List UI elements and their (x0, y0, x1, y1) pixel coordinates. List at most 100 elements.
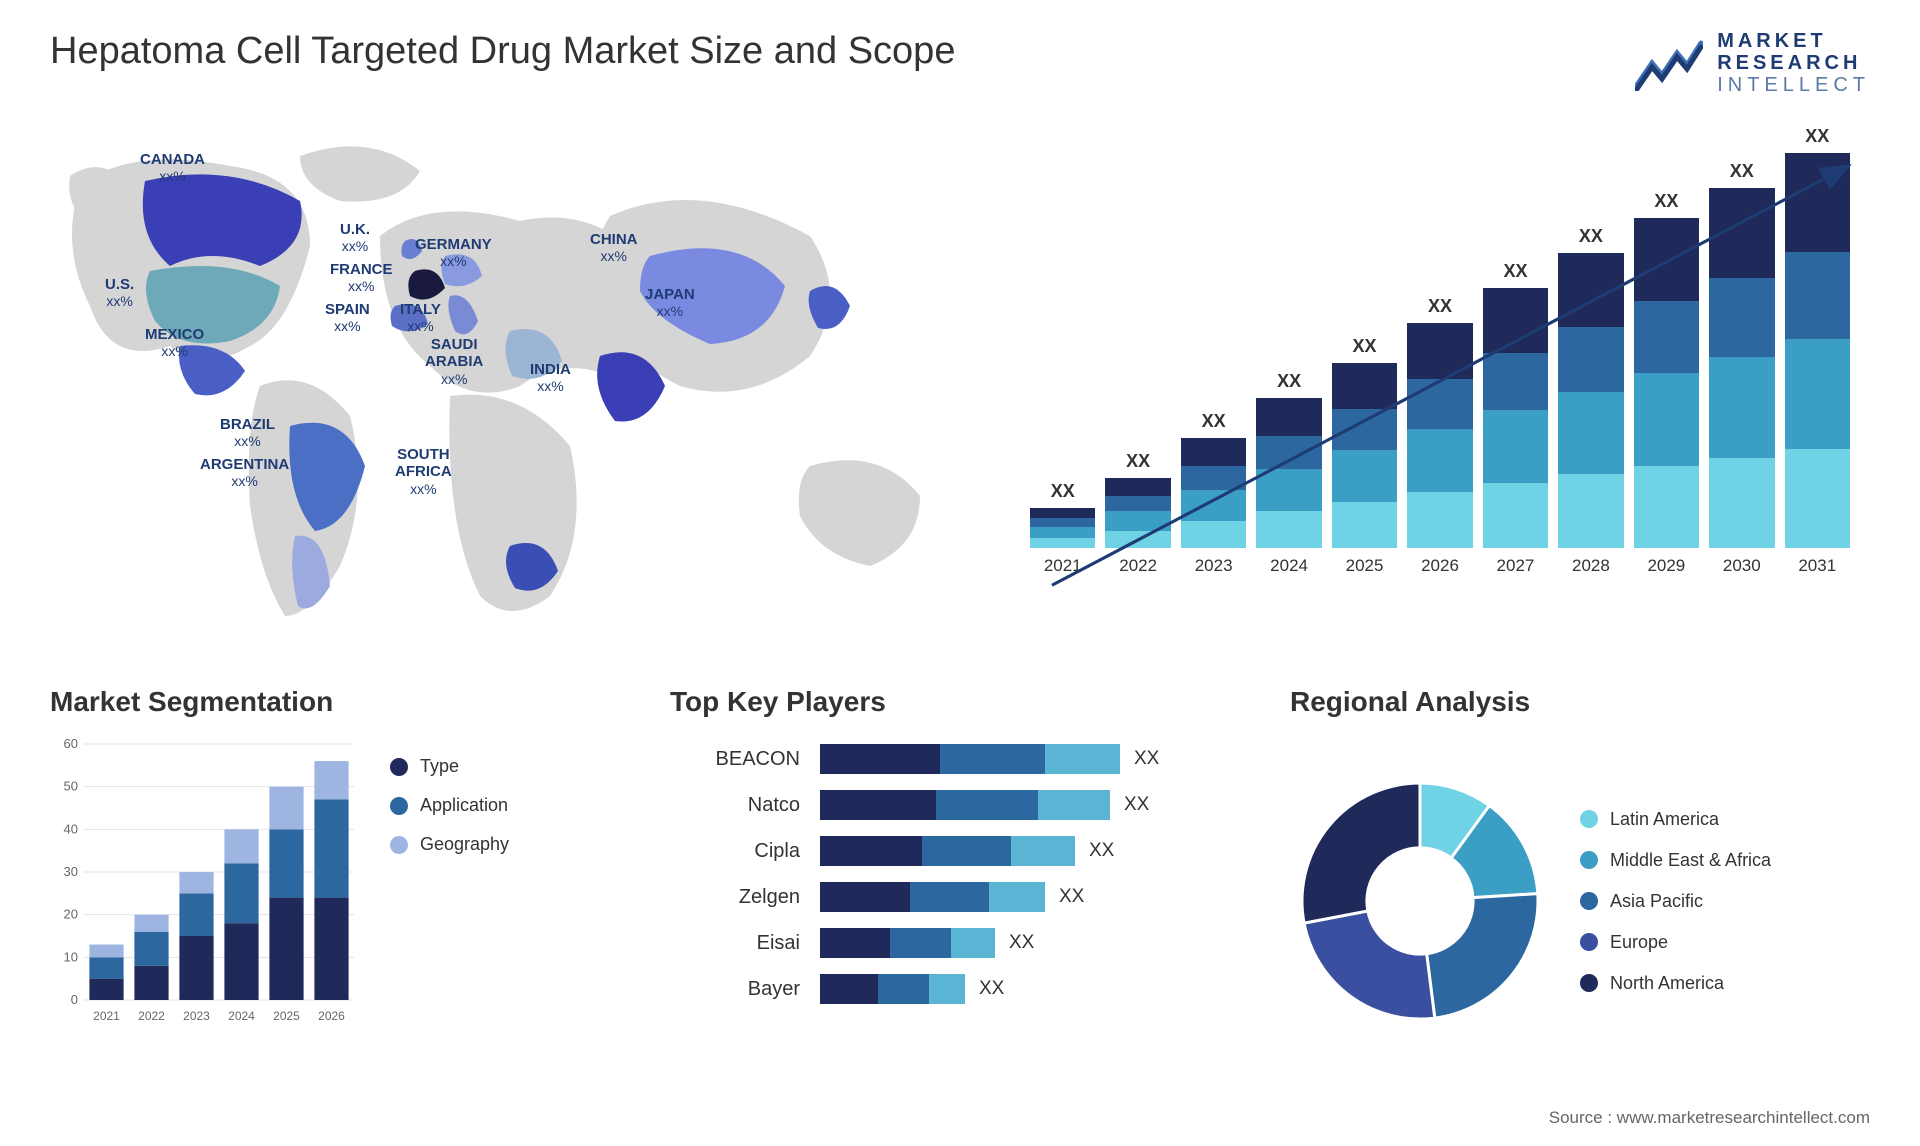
growth-bar-segment (1407, 492, 1472, 548)
map-label-argentina: ARGENTINAxx% (200, 456, 289, 491)
growth-bar-year: 2022 (1119, 556, 1157, 576)
legend-label: Type (420, 756, 459, 777)
growth-bar-segment (1558, 253, 1623, 327)
key-player-name: BEACON (670, 744, 800, 774)
segmentation-legend-item: Geography (390, 834, 509, 855)
growth-bar-stack (1407, 323, 1472, 548)
key-player-value: XX (1009, 932, 1034, 954)
growth-bar-label: XX (1654, 191, 1678, 212)
legend-label: Application (420, 795, 508, 816)
growth-bar-label: XX (1051, 481, 1075, 502)
key-player-bar-segment (922, 836, 1011, 866)
legend-label: North America (1610, 973, 1724, 994)
regional-panel: Regional Analysis Latin America Middle Ea… (1290, 686, 1870, 1066)
growth-bar-segment (1709, 458, 1774, 548)
legend-dot-icon (390, 758, 408, 776)
growth-bar-2021: XX2021 (1030, 481, 1095, 576)
map-label-spain: SPAINxx% (325, 301, 370, 336)
key-player-value: XX (1124, 794, 1149, 816)
map-label-canada: CANADAxx% (140, 151, 205, 186)
key-player-bar (820, 836, 1075, 866)
legend-dot-icon (1580, 851, 1598, 869)
svg-text:60: 60 (64, 736, 78, 751)
growth-bar-segment (1558, 327, 1623, 392)
growth-bar-segment (1256, 398, 1321, 436)
regional-legend-item: Asia Pacific (1580, 891, 1771, 912)
legend-label: Asia Pacific (1610, 891, 1703, 912)
growth-bar-label: XX (1277, 371, 1301, 392)
key-player-name: Eisai (670, 928, 800, 958)
key-player-bar-segment (1011, 836, 1075, 866)
growth-bar-segment (1785, 252, 1850, 339)
key-player-bar-segment (820, 744, 940, 774)
key-players-names: BEACONNatcoCiplaZelgenEisaiBayer (670, 736, 800, 1066)
growth-bar-stack (1483, 288, 1548, 548)
growth-bar-segment (1105, 511, 1170, 531)
growth-bar-stack (1256, 398, 1321, 548)
key-player-bar-segment (820, 928, 890, 958)
growth-bar-label: XX (1579, 226, 1603, 247)
map-label-china: CHINAxx% (590, 231, 638, 266)
growth-bar-stack (1105, 478, 1170, 548)
growth-bar-segment (1709, 278, 1774, 357)
growth-bar-segment (1558, 392, 1623, 475)
legend-label: Middle East & Africa (1610, 850, 1771, 871)
map-label-japan: JAPANxx% (645, 286, 695, 321)
growth-bar-year: 2024 (1270, 556, 1308, 576)
key-player-bar (820, 974, 965, 1004)
growth-bar-segment (1785, 153, 1850, 252)
growth-bar-segment (1407, 429, 1472, 492)
growth-bar-stack (1709, 188, 1774, 548)
growth-bar-segment (1558, 474, 1623, 548)
growth-bar-segment (1483, 353, 1548, 410)
key-player-bar-segment (936, 790, 1038, 820)
growth-bar-segment (1332, 450, 1397, 502)
key-player-bar-segment (1038, 790, 1111, 820)
growth-bar-segment (1030, 518, 1095, 527)
growth-bar-stack (1634, 218, 1699, 548)
legend-label: Latin America (1610, 809, 1719, 830)
growth-bar-year: 2025 (1346, 556, 1384, 576)
key-player-bar-segment (951, 928, 995, 958)
segmentation-panel: Market Segmentation 01020304050602021202… (50, 686, 630, 1066)
logo-text-3: INTELLECT (1717, 74, 1870, 96)
regional-legend-item: North America (1580, 973, 1771, 994)
segmentation-chart: 0102030405060202120222023202420252026 (50, 736, 360, 1026)
growth-bar-label: XX (1202, 411, 1226, 432)
svg-text:10: 10 (64, 949, 78, 964)
key-player-name: Zelgen (670, 882, 800, 912)
brand-logo: MARKET RESEARCH INTELLECT (1635, 30, 1870, 96)
growth-bar-2024: XX 2024 (1256, 371, 1321, 576)
map-label-france: FRANCExx% (330, 261, 393, 296)
regional-legend-item: Latin America (1580, 809, 1771, 830)
svg-text:2026: 2026 (318, 1009, 345, 1023)
page-title: Hepatoma Cell Targeted Drug Market Size … (50, 30, 955, 73)
growth-bar-segment (1030, 508, 1095, 518)
growth-bar-segment (1181, 466, 1246, 490)
regional-donut-chart (1290, 771, 1550, 1031)
logo-text-2: RESEARCH (1717, 52, 1870, 74)
growth-bar-label: XX (1428, 296, 1452, 317)
growth-bar-2027: XX2027 (1483, 261, 1548, 576)
growth-bar-stack (1785, 153, 1850, 548)
regional-legend: Latin America Middle East & Africa Asia Pa… (1580, 809, 1771, 994)
regional-legend-item: Middle East & Africa (1580, 850, 1771, 871)
legend-dot-icon (1580, 933, 1598, 951)
growth-bar-segment (1407, 379, 1472, 429)
key-players-title: Top Key Players (670, 686, 1250, 718)
key-player-value: XX (979, 978, 1004, 1000)
growth-bar-year: 2028 (1572, 556, 1610, 576)
legend-dot-icon (1580, 810, 1598, 828)
key-player-bar (820, 790, 1110, 820)
map-label-uk: U.K.xx% (340, 221, 370, 256)
growth-bar-segment (1634, 218, 1699, 301)
growth-bar-segment (1256, 436, 1321, 469)
regional-title: Regional Analysis (1290, 686, 1870, 718)
segmentation-title: Market Segmentation (50, 686, 630, 718)
growth-bar-segment (1407, 323, 1472, 379)
key-player-bar (820, 882, 1045, 912)
growth-bar-stack (1181, 438, 1246, 548)
legend-label: Geography (420, 834, 509, 855)
growth-bar-2030: XX2030 (1709, 161, 1774, 576)
segmentation-legend: Type Application Geography (390, 736, 509, 1066)
